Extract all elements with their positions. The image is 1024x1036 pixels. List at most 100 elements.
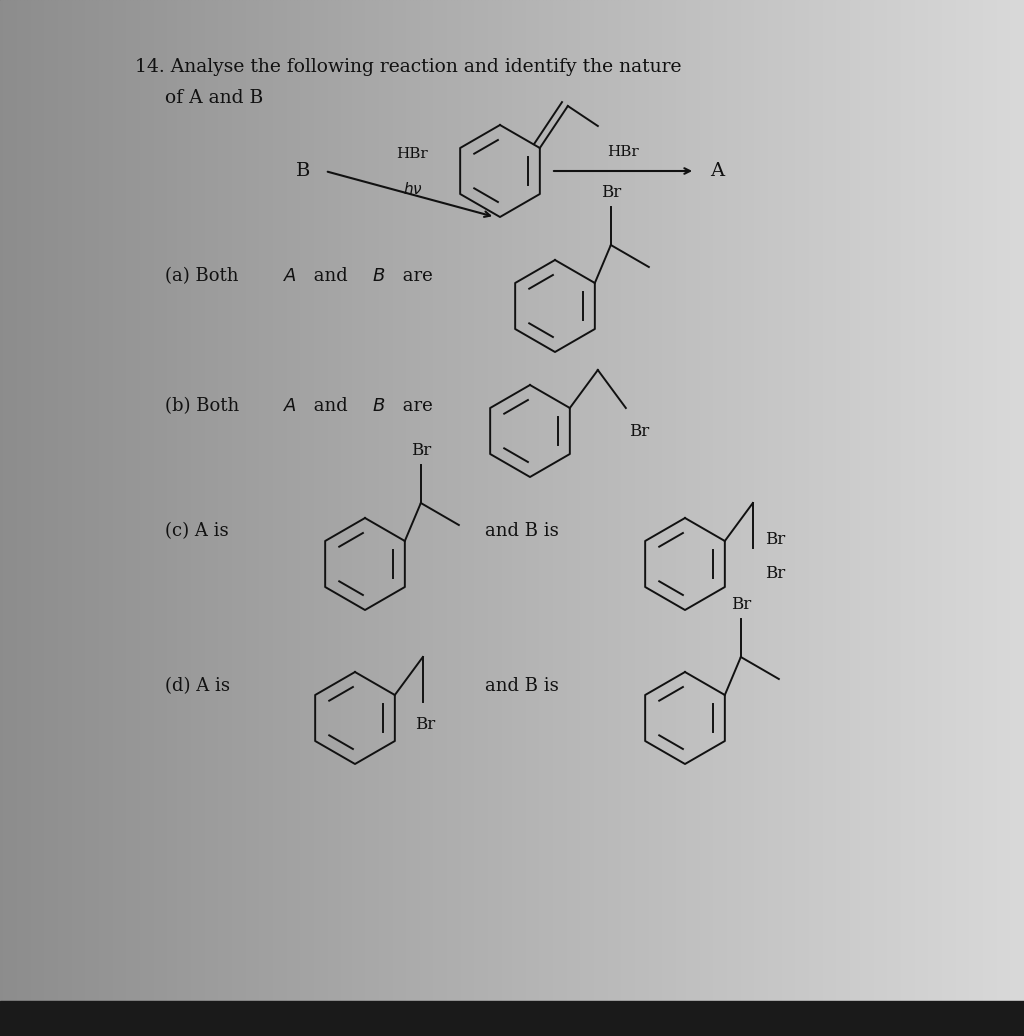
Bar	[338, 0, 341, 1036]
Text: $B$: $B$	[372, 397, 385, 415]
Bar	[577, 0, 581, 1036]
Bar	[604, 0, 607, 1036]
Bar	[396, 0, 399, 1036]
Bar	[1017, 0, 1021, 1036]
Bar	[768, 0, 771, 1036]
Bar	[243, 0, 246, 1036]
Bar	[502, 0, 505, 1036]
Bar	[553, 0, 556, 1036]
Bar	[484, 0, 488, 1036]
Bar	[509, 0, 512, 1036]
Bar	[614, 0, 617, 1036]
Bar	[751, 0, 755, 1036]
Bar	[929, 0, 932, 1036]
Bar	[407, 0, 410, 1036]
Bar	[792, 0, 796, 1036]
Bar	[543, 0, 546, 1036]
Text: (b) Both: (b) Both	[165, 397, 245, 415]
Text: $A$: $A$	[283, 397, 297, 415]
Bar	[655, 0, 658, 1036]
Bar	[287, 0, 290, 1036]
Bar	[232, 0, 236, 1036]
Bar	[601, 0, 604, 1036]
Bar	[495, 0, 499, 1036]
Text: (c) A is: (c) A is	[165, 522, 228, 540]
Bar	[177, 0, 181, 1036]
Text: A: A	[710, 162, 724, 180]
Bar	[546, 0, 550, 1036]
Bar	[187, 0, 191, 1036]
Bar	[492, 0, 495, 1036]
Bar	[1011, 0, 1014, 1036]
Bar	[464, 0, 468, 1036]
Bar	[341, 0, 345, 1036]
Bar	[550, 0, 553, 1036]
Bar	[959, 0, 963, 1036]
Bar	[399, 0, 402, 1036]
Bar	[82, 0, 85, 1036]
Bar	[379, 0, 382, 1036]
Bar	[996, 0, 1000, 1036]
Bar	[901, 0, 904, 1036]
Bar	[955, 0, 959, 1036]
Text: and B is: and B is	[485, 522, 559, 540]
Bar	[720, 0, 724, 1036]
Text: $A$: $A$	[283, 267, 297, 285]
Bar	[755, 0, 758, 1036]
Bar	[3, 0, 7, 1036]
Bar	[310, 0, 314, 1036]
Bar	[164, 0, 167, 1036]
Text: and: and	[308, 397, 353, 415]
Bar	[321, 0, 325, 1036]
Bar	[126, 0, 130, 1036]
Bar	[673, 0, 676, 1036]
Bar	[652, 0, 655, 1036]
Bar	[980, 0, 983, 1036]
Bar	[676, 0, 679, 1036]
Bar	[976, 0, 980, 1036]
Bar	[666, 0, 669, 1036]
Bar	[130, 0, 133, 1036]
Bar	[591, 0, 594, 1036]
Bar	[522, 0, 525, 1036]
Bar	[294, 0, 297, 1036]
Bar	[529, 0, 532, 1036]
Bar	[474, 0, 478, 1036]
Text: Br: Br	[415, 716, 435, 733]
Text: and B is: and B is	[485, 677, 559, 695]
Bar	[587, 0, 591, 1036]
Bar	[625, 0, 628, 1036]
Bar	[140, 0, 143, 1036]
Bar	[335, 0, 338, 1036]
Bar	[358, 0, 361, 1036]
Bar	[317, 0, 321, 1036]
Bar	[451, 0, 454, 1036]
Bar	[154, 0, 157, 1036]
Bar	[198, 0, 202, 1036]
Bar	[611, 0, 614, 1036]
Bar	[942, 0, 945, 1036]
Bar	[597, 0, 601, 1036]
Bar	[878, 0, 881, 1036]
Bar	[850, 0, 853, 1036]
Bar	[191, 0, 195, 1036]
Bar	[184, 0, 187, 1036]
Bar	[38, 0, 41, 1036]
Bar	[658, 0, 663, 1036]
Bar	[161, 0, 164, 1036]
Bar	[228, 0, 232, 1036]
Bar	[802, 0, 806, 1036]
Bar	[669, 0, 673, 1036]
Bar	[581, 0, 584, 1036]
Text: and: and	[308, 267, 353, 285]
Bar	[765, 0, 768, 1036]
Bar	[361, 0, 366, 1036]
Text: Br: Br	[731, 596, 751, 613]
Bar	[488, 0, 492, 1036]
Bar	[932, 0, 935, 1036]
Bar	[181, 0, 184, 1036]
Text: Br: Br	[601, 184, 621, 201]
Bar	[389, 0, 392, 1036]
Bar	[816, 0, 819, 1036]
Bar	[873, 0, 878, 1036]
